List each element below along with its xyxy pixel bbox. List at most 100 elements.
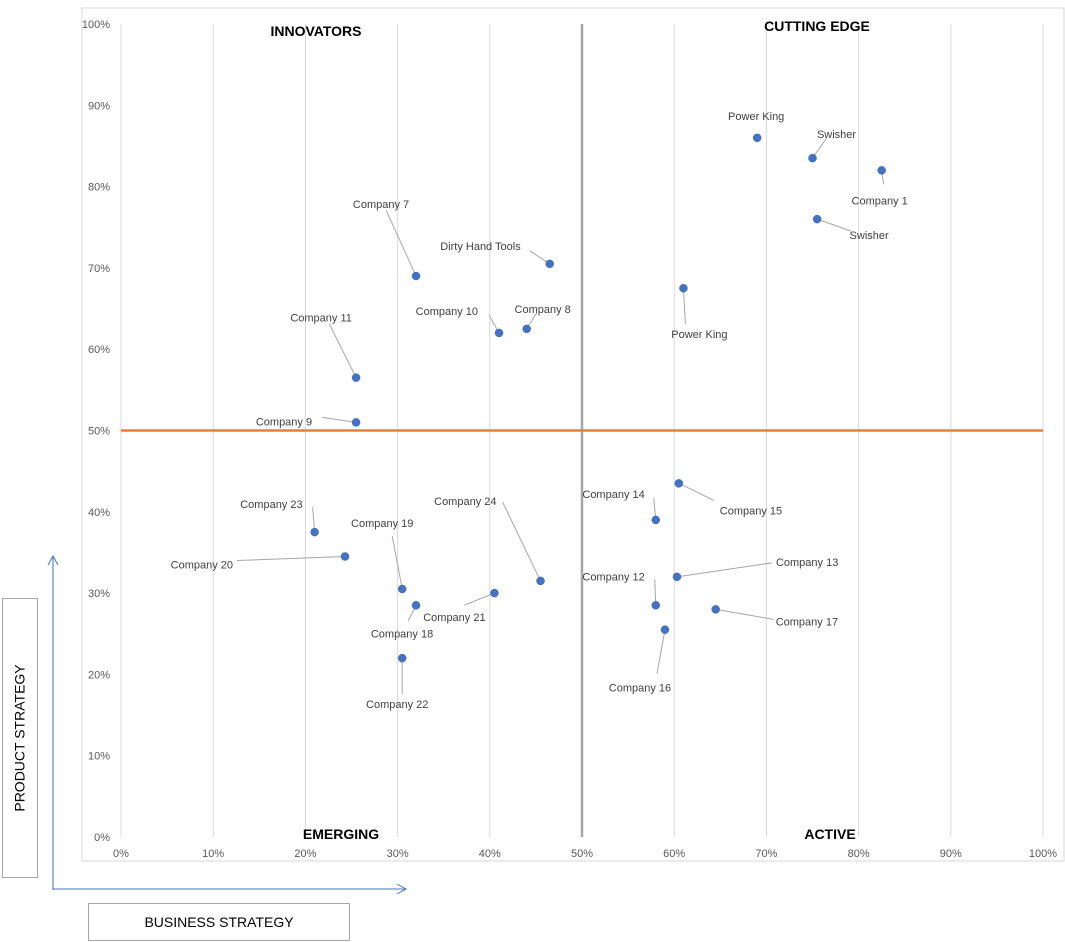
- leader-line: [391, 535, 403, 590]
- y-tick-label: 90%: [88, 100, 110, 112]
- x-tick-label: 40%: [479, 848, 501, 860]
- data-label: Company 14: [582, 489, 644, 501]
- data-point[interactable]: [674, 479, 684, 488]
- x-tick-label: 20%: [294, 848, 316, 860]
- quadrant-labels: INNOVATORS CUTTING EDGE EMERGING ACTIVE: [270, 18, 869, 842]
- x-tick-label: 100%: [1029, 848, 1057, 860]
- data-label: Company 13: [776, 557, 838, 569]
- leader-line: [322, 416, 357, 423]
- leader-line: [464, 592, 495, 606]
- data-label: Company 11: [290, 313, 352, 325]
- y-axis-arrowhead: [47, 554, 59, 566]
- data-point[interactable]: [812, 214, 822, 224]
- leader-line: [328, 323, 357, 378]
- y-tick-label: 100%: [82, 19, 110, 31]
- data-labels: Power King Swisher Company 1 Swisher Power K…: [171, 111, 908, 711]
- data-label: Company 21: [423, 612, 485, 624]
- data-label: Company 23: [240, 499, 302, 511]
- leader-line: [682, 288, 686, 325]
- data-point[interactable]: [877, 166, 886, 175]
- data-label: Power King: [728, 111, 784, 123]
- data-point[interactable]: [752, 133, 762, 143]
- data-point[interactable]: [808, 153, 817, 163]
- data-label: Company 18: [371, 628, 433, 640]
- data-point[interactable]: [522, 324, 531, 334]
- y-tick-label: 50%: [88, 426, 110, 438]
- quadrant-label-cutting-edge: CUTTING EDGE: [764, 18, 870, 34]
- x-tick-label: 30%: [387, 848, 409, 860]
- data-point[interactable]: [351, 418, 361, 427]
- x-tick-label: 10%: [202, 848, 224, 860]
- data-point[interactable]: [651, 515, 661, 525]
- y-tick-label: 0%: [94, 832, 110, 844]
- data-point[interactable]: [351, 373, 361, 382]
- x-tick-label: 50%: [571, 848, 593, 860]
- data-label: Company 1: [852, 195, 908, 207]
- plot-area-border: [81, 7, 1065, 862]
- leader-line: [502, 501, 541, 582]
- data-point[interactable]: [397, 584, 407, 594]
- data-point[interactable]: [679, 283, 688, 293]
- data-label: Company 15: [720, 505, 782, 517]
- x-axis-title-box: BUSINESS STRATEGY: [88, 903, 350, 941]
- y-tick-label: 20%: [88, 669, 110, 681]
- quadrant-label-innovators: INNOVATORS: [270, 23, 361, 39]
- x-tick-label: 80%: [848, 848, 870, 860]
- data-point[interactable]: [672, 572, 682, 582]
- data-point[interactable]: [411, 601, 421, 610]
- y-tick-label: 70%: [88, 263, 110, 275]
- data-label: Company 16: [609, 683, 671, 695]
- y-axis-title: PRODUCT STRATEGY: [12, 664, 28, 812]
- data-point[interactable]: [651, 601, 661, 610]
- leader-line: [676, 562, 773, 578]
- data-label: Company 19: [351, 518, 413, 530]
- y-tick-label: 60%: [88, 344, 110, 356]
- leader-line: [656, 629, 666, 674]
- data-label: Company 8: [515, 304, 571, 316]
- leader-line: [654, 579, 657, 606]
- x-axis-arrowhead: [396, 883, 408, 895]
- data-point[interactable]: [397, 653, 407, 663]
- data-point[interactable]: [660, 625, 670, 634]
- leader-line: [385, 209, 417, 277]
- x-tick-label: 0%: [113, 848, 129, 860]
- data-point[interactable]: [536, 576, 545, 586]
- y-tick-label: 10%: [88, 751, 110, 763]
- data-label: Company 12: [582, 571, 644, 583]
- y-axis-title-box: PRODUCT STRATEGY: [2, 598, 38, 878]
- quadrant-dividers: [121, 24, 1043, 837]
- data-label: Company 22: [366, 699, 428, 711]
- data-label: Power King: [671, 329, 727, 341]
- x-tick-label: 90%: [940, 848, 962, 860]
- data-label: Dirty Hand Tools: [440, 241, 521, 253]
- data-label: Company 17: [776, 616, 838, 628]
- data-point[interactable]: [411, 271, 421, 281]
- quadrant-label-emerging: EMERGING: [303, 826, 379, 842]
- leader-line: [816, 218, 852, 232]
- x-tick-label: 60%: [663, 848, 685, 860]
- data-point[interactable]: [494, 328, 504, 338]
- data-label: Company 10: [416, 306, 478, 318]
- data-label: Swisher: [850, 230, 889, 242]
- x-axis-title: BUSINESS STRATEGY: [144, 914, 294, 930]
- axis-arrows: [47, 554, 408, 895]
- leader-line: [678, 482, 715, 501]
- x-tick-label: 70%: [755, 848, 777, 860]
- data-points: [310, 133, 886, 663]
- data-label: Company 7: [353, 199, 409, 211]
- data-label: Company 9: [256, 416, 312, 428]
- y-tick-label: 80%: [88, 182, 110, 194]
- leader-line: [237, 556, 346, 562]
- data-point[interactable]: [545, 259, 554, 269]
- data-point[interactable]: [490, 588, 499, 598]
- data-label: Company 20: [171, 560, 233, 572]
- leader-line: [715, 608, 774, 620]
- data-point[interactable]: [310, 527, 319, 537]
- data-point[interactable]: [340, 552, 350, 561]
- data-point[interactable]: [711, 605, 720, 614]
- data-label: Company 24: [434, 496, 496, 508]
- data-label: Swisher: [817, 129, 856, 141]
- y-tick-label: 30%: [88, 588, 110, 600]
- leader-lines: [237, 137, 885, 695]
